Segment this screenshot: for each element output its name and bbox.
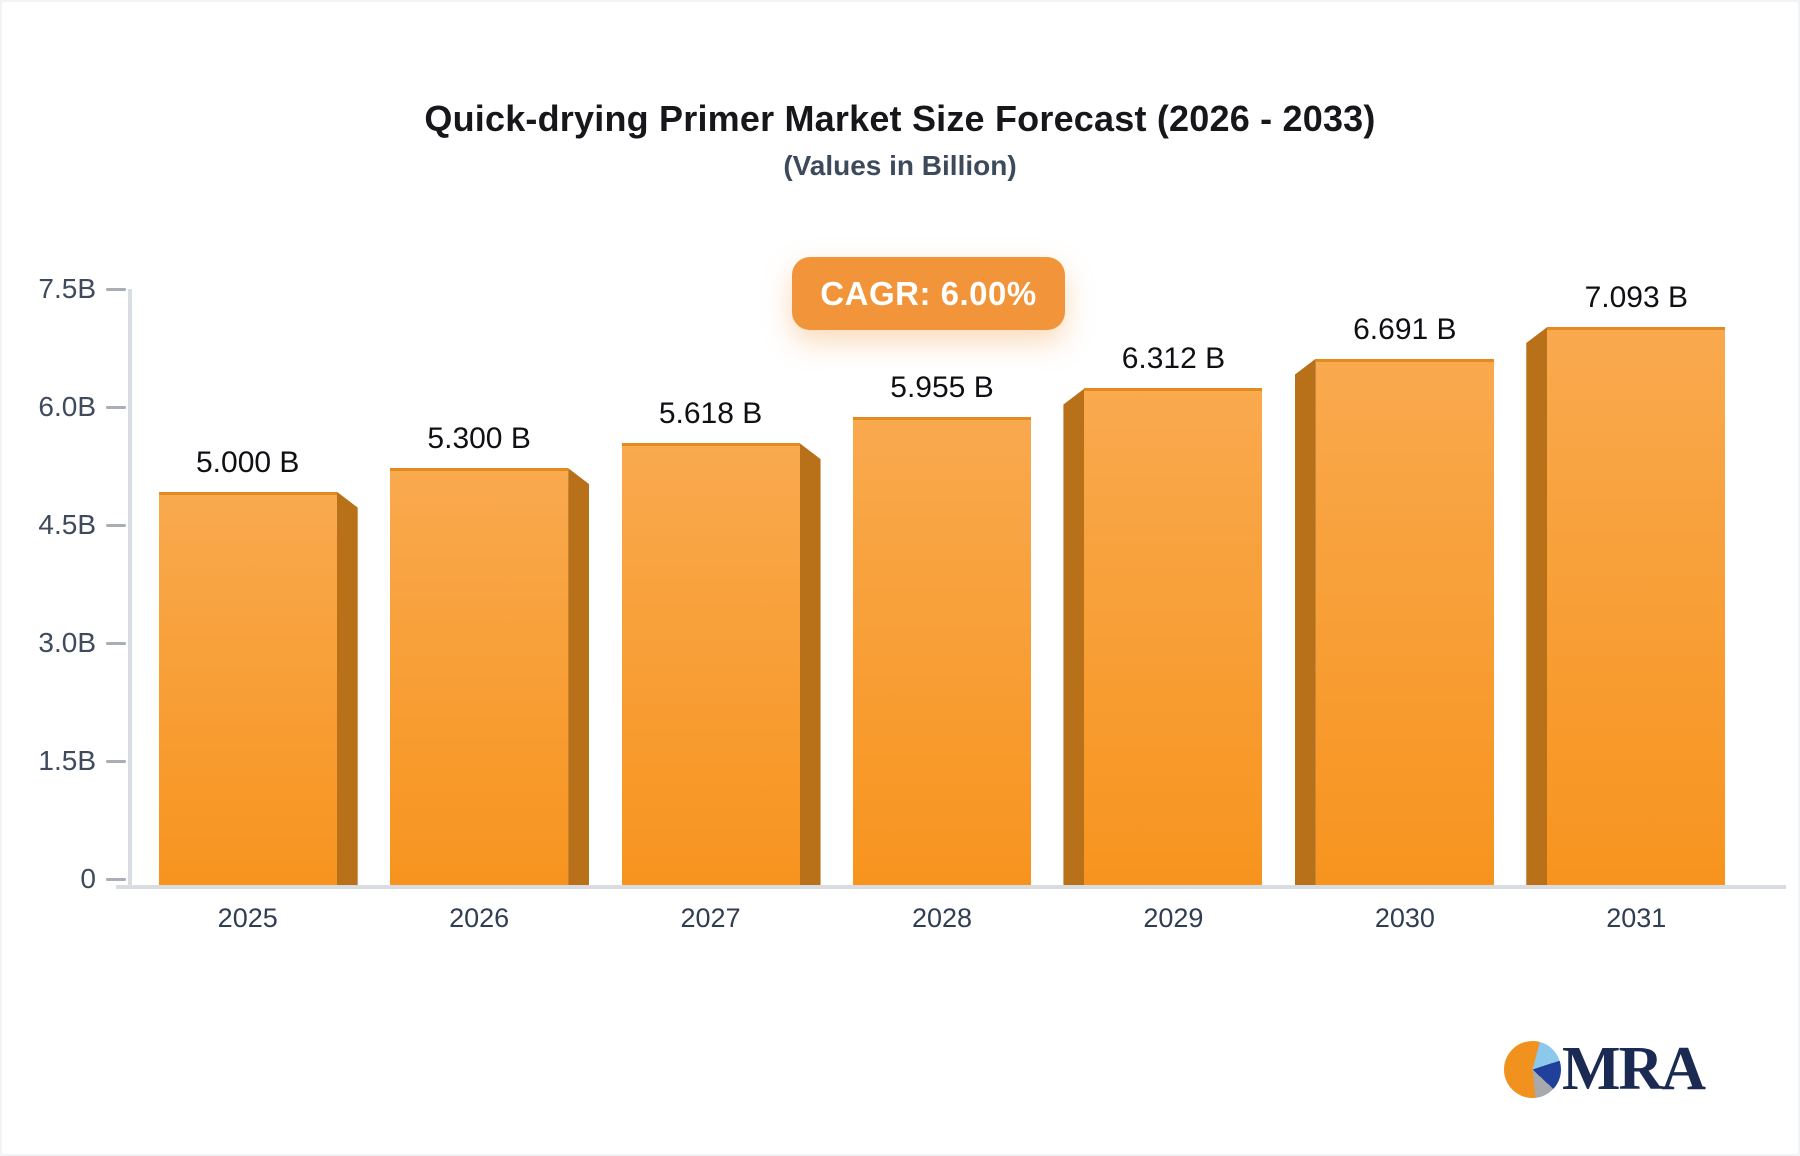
bar-value-label-2030: 6.691 B (1353, 312, 1457, 346)
x-tick-label-2029: 2029 (1143, 903, 1204, 933)
y-axis: 7.5B 6.0B 4.5B 3.0B 1.5B 0 (2, 273, 126, 894)
bar-value-label-2029: 6.312 B (1121, 342, 1226, 376)
bar-2031 (1547, 327, 1726, 885)
bar-2029 (1084, 388, 1263, 885)
x-tick-label-2026: 2026 (449, 903, 510, 933)
bar-2025 (158, 491, 337, 885)
bar-value-label-2025: 5.000 B (196, 445, 300, 479)
bar-2026 (390, 468, 569, 885)
y-tick-dash (106, 287, 126, 291)
bar-3d-side-2027 (799, 443, 821, 885)
x-axis: 2025 2026 2027 2028 2029 2030 2031 (132, 903, 1752, 943)
chart-subtitle: (Values in Billion) (783, 150, 1017, 181)
y-tick-label: 1.5B (38, 745, 96, 776)
y-tick-label: 6.0B (38, 391, 96, 422)
y-tick-4.5B: 4.5B (38, 509, 126, 540)
bar-value-label-2026: 5.300 B (427, 422, 531, 456)
x-tick-label-2031: 2031 (1606, 903, 1667, 933)
mra-logo: MRA (1504, 1035, 1706, 1103)
bar-3d-side-2026 (568, 468, 590, 885)
y-tick-dash (106, 641, 126, 645)
y-tick-label: 0 (80, 863, 96, 894)
bar-value-label-2028: 5.955 B (890, 370, 994, 404)
bar-2028 (853, 416, 1031, 885)
bar-value-label-2027: 5.618 B (658, 397, 763, 431)
y-tick-0: 0 (80, 863, 126, 894)
pie-chart-icon (1504, 1040, 1561, 1098)
cagr-badge-label: CAGR: 6.00% (820, 274, 1037, 312)
y-tick-dash (106, 877, 126, 881)
bar-2030 (1315, 358, 1494, 885)
y-tick-7.5B: 7.5B (38, 273, 126, 304)
cagr-badge: CAGR: 6.00% (792, 257, 1065, 330)
y-tick-1.5B: 1.5B (38, 745, 126, 776)
bar-3d-side-2029 (1063, 388, 1085, 885)
chart-title: Quick-drying Primer Market Size Forecast… (424, 98, 1376, 139)
bar-value-label-2031: 7.093 B (1584, 281, 1688, 315)
bar-3d-side-2031 (1526, 327, 1548, 885)
y-tick-dash (106, 759, 126, 763)
bar-3d-side-2030 (1294, 358, 1316, 885)
x-tick-label-2028: 2028 (911, 903, 973, 933)
y-tick-6.0B: 6.0B (38, 391, 126, 422)
x-axis-line (116, 885, 1786, 889)
x-tick-label-2025: 2025 (217, 903, 278, 933)
plot-area: 5.000 B 5.300 B 5.618 B 5.955 B 6.312 B 6.691… (116, 281, 1786, 889)
x-tick-label-2030: 2030 (1374, 903, 1435, 933)
y-tick-dash (106, 405, 126, 409)
y-tick-label: 4.5B (38, 509, 96, 540)
y-tick-label: 7.5B (38, 273, 96, 304)
logo-text: MRA (1562, 1035, 1706, 1103)
y-tick-label: 3.0B (38, 627, 96, 658)
bar-3d-side-2025 (336, 491, 358, 885)
y-tick-dash (106, 523, 126, 527)
y-axis-line (128, 289, 132, 885)
bar-2027 (621, 443, 800, 885)
y-tick-3.0B: 3.0B (38, 627, 126, 658)
x-tick-label-2027: 2027 (680, 903, 741, 933)
